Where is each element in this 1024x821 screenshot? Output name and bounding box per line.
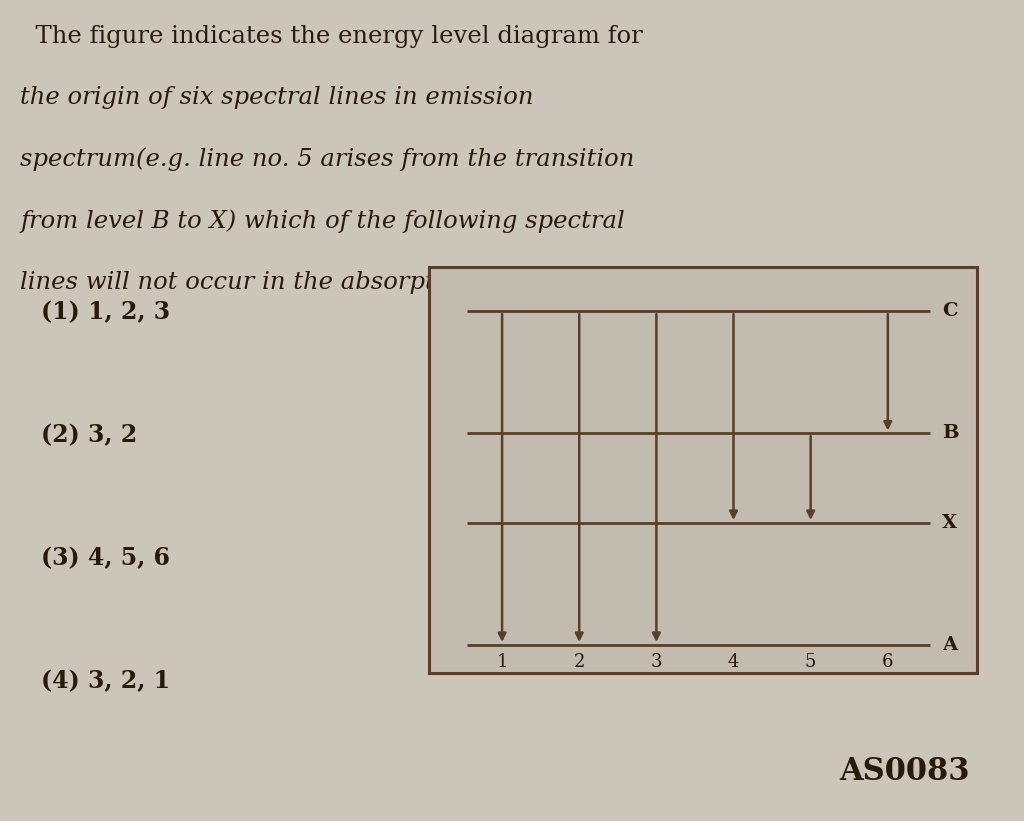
Text: (2) 3, 2: (2) 3, 2	[41, 423, 137, 447]
Text: A: A	[942, 635, 957, 654]
Text: (1) 1, 2, 3: (1) 1, 2, 3	[41, 300, 170, 324]
Text: 2: 2	[573, 654, 585, 672]
Text: (4) 3, 2, 1: (4) 3, 2, 1	[41, 669, 170, 694]
Text: 5: 5	[805, 654, 816, 672]
Text: B: B	[942, 424, 958, 443]
Text: AS0083: AS0083	[840, 756, 971, 787]
Text: 1: 1	[497, 654, 508, 672]
Text: 3: 3	[650, 654, 663, 672]
Text: C: C	[942, 302, 957, 320]
Text: X: X	[942, 514, 957, 532]
Text: The figure indicates the energy level diagram for: The figure indicates the energy level di…	[20, 25, 643, 48]
Text: 6: 6	[882, 654, 894, 672]
Text: lines will not occur in the absorption spectrum :-: lines will not occur in the absorption s…	[20, 271, 622, 294]
Text: from level B to X) which of the following spectral: from level B to X) which of the followin…	[20, 209, 626, 233]
Text: 4: 4	[728, 654, 739, 672]
Text: (3) 4, 5, 6: (3) 4, 5, 6	[41, 546, 170, 571]
Text: spectrum(e.g. line no. 5 arises from the transition: spectrum(e.g. line no. 5 arises from the…	[20, 148, 635, 172]
Text: the origin of six spectral lines in emission: the origin of six spectral lines in emis…	[20, 86, 534, 109]
